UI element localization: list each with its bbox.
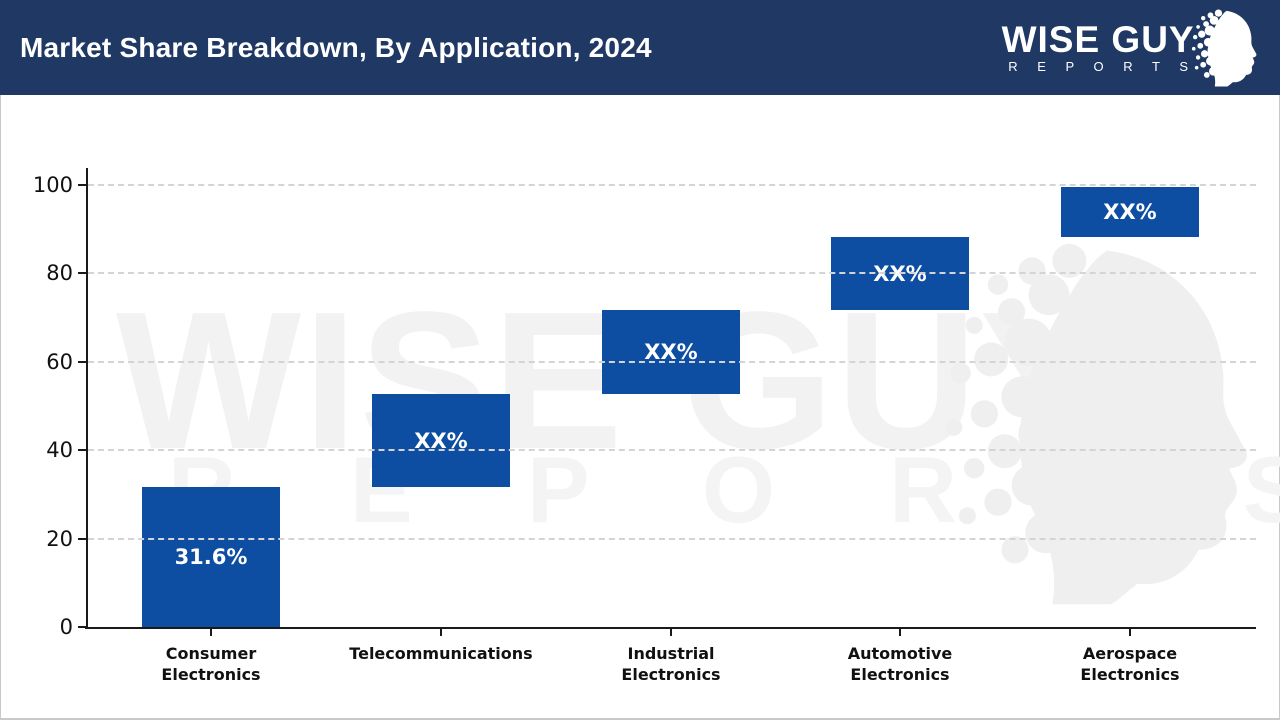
bar-value-label-aerospace-electronics: XX% <box>1103 200 1157 225</box>
y-axis-tick <box>78 272 86 275</box>
x-axis-tick <box>1129 629 1131 636</box>
gridline <box>88 272 1256 275</box>
x-axis-label-line: Industrial <box>627 644 715 663</box>
x-axis-label-line: Consumer <box>165 644 257 663</box>
logo-text: WISE GUY R E P O R T S <box>1000 18 1196 74</box>
gridline <box>88 449 1256 452</box>
y-axis-tick <box>78 537 86 540</box>
y-axis-line <box>86 168 88 629</box>
page-title: Market Share Breakdown, By Application, … <box>20 31 652 63</box>
bar-value-label-industrial-electronics: XX% <box>644 340 698 365</box>
y-axis-tick-label: 20 <box>46 526 73 551</box>
wise-guy-reports-logo: WISE GUY R E P O R T S <box>1000 8 1266 88</box>
bar-value-label-telecommunications: XX% <box>414 428 468 453</box>
bar-consumer-electronics: 31.6% <box>142 487 280 627</box>
y-axis-tick <box>78 360 86 363</box>
x-axis-tick <box>440 629 442 636</box>
x-axis-label-line: Electronics <box>850 665 950 684</box>
y-axis-tick-label: 80 <box>46 261 73 286</box>
logo-head-icon <box>1191 8 1257 87</box>
y-axis-tick <box>78 449 86 452</box>
y-axis-tick-label: 40 <box>46 438 73 463</box>
x-axis-label-line: Electronics <box>1080 665 1180 684</box>
x-axis-label-industrial-electronics: Industrial Electronics <box>556 643 786 685</box>
x-axis-tick <box>670 629 672 636</box>
x-axis-label-line: Telecommunications <box>349 644 533 663</box>
y-axis-tick-label: 60 <box>46 349 73 374</box>
gridline <box>88 537 1256 540</box>
header-bar: Market Share Breakdown, By Application, … <box>0 0 1280 95</box>
x-axis-tick <box>899 629 901 636</box>
x-axis-label-line: Automotive <box>847 644 953 663</box>
y-axis-tick-label: 0 <box>59 615 73 639</box>
x-axis-line <box>85 627 1256 629</box>
x-axis-label-line: Electronics <box>621 665 721 684</box>
y-axis-tick <box>78 626 86 628</box>
x-axis-label-telecommunications: Telecommunications <box>326 643 556 664</box>
logo-reports-text: R E P O R T S <box>1008 58 1196 74</box>
x-axis-label-aerospace-electronics: Aerospace Electronics <box>1015 643 1245 685</box>
x-axis-label-automotive-electronics: Automotive Electronics <box>785 643 1015 685</box>
watermark-face-icon <box>945 243 1247 605</box>
logo-wordmark: WISE GUY <box>1001 18 1195 60</box>
y-axis-tick-label: 100 <box>32 173 73 197</box>
bar-telecommunications: XX% <box>372 394 510 488</box>
x-axis-label-line: Aerospace <box>1082 644 1178 663</box>
gridline <box>88 360 1256 363</box>
x-axis-label-consumer-electronics: Consumer Electronics <box>96 643 326 685</box>
x-axis-tick <box>210 629 212 636</box>
x-axis-label-line: Electronics <box>161 665 261 684</box>
bar-industrial-electronics: XX% <box>602 310 740 395</box>
gridline <box>88 184 1256 186</box>
bar-aerospace-electronics: XX% <box>1061 187 1199 238</box>
bar-value-label-consumer-electronics: 31.6% <box>174 545 248 570</box>
y-axis-tick <box>78 184 86 186</box>
